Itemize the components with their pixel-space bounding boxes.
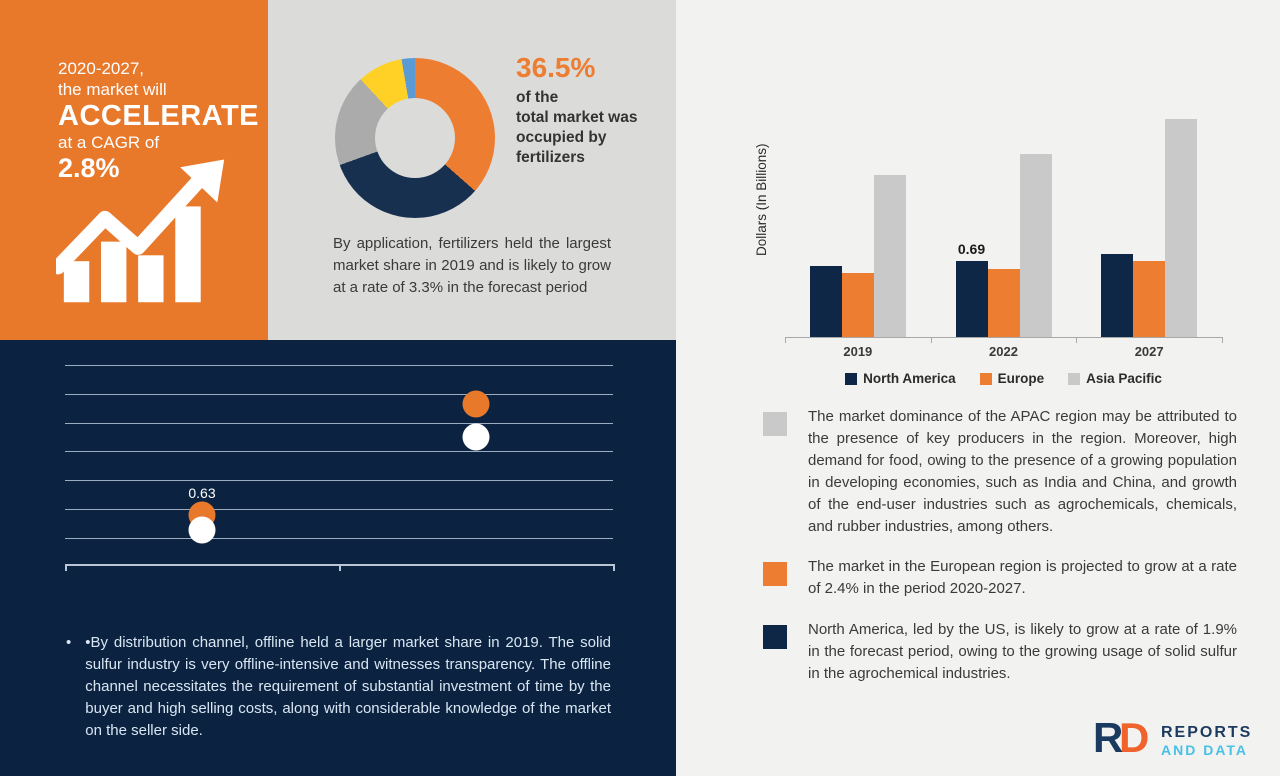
bar-north-america-2019: [809, 265, 842, 337]
gridline: [65, 537, 613, 539]
gridline: [65, 451, 613, 453]
logo-name-bottom: AND DATA: [1161, 742, 1249, 758]
reports-and-data-logo: R D REPORTS AND DATA: [1093, 714, 1253, 762]
bar-north-america-2027: [1101, 253, 1134, 337]
dot-axis-tick: [613, 564, 615, 571]
bar-axis-tick: [930, 337, 932, 343]
cagr-line4: at a CAGR of: [58, 133, 160, 152]
gridline: [65, 422, 613, 424]
dot-2018-offline: [462, 423, 490, 451]
bar-group-2019: [809, 174, 906, 337]
legend-label: North America: [863, 371, 956, 386]
bar-group-2027: [1101, 119, 1198, 337]
cagr-value: 2.8%: [58, 153, 120, 183]
dot-value-label: 0.63: [188, 485, 216, 502]
cagr-period: 2020-2027,: [58, 59, 145, 78]
bar-xlabel-2022: 2022: [989, 344, 1018, 359]
distribution-dot-plot: 0.63: [65, 350, 615, 571]
note-north-america: North America, led by the US, is likely …: [763, 619, 1237, 685]
bar-asia-pacific-2027: [1165, 119, 1198, 337]
bar-xlabel-2027: 2027: [1134, 344, 1164, 359]
gridline: [65, 480, 613, 482]
cagr-panel: 2020-2027, the market will ACCELERATE at…: [0, 0, 268, 340]
distribution-panel: 0.63 OnlineOffline 20182027 • •By distri…: [0, 340, 678, 776]
distribution-note: • •By distribution channel, offline held…: [66, 632, 611, 742]
note-asia-pacific-text: The market dominance of the APAC region …: [808, 408, 1237, 535]
bar-value-label: 0.69: [957, 241, 986, 258]
bar-north-america-2022: 0.69: [955, 241, 988, 337]
note-europe: The market in the European region is pro…: [763, 556, 1237, 600]
bar-asia-pacific-2022: [1019, 154, 1052, 337]
gridline: [65, 509, 613, 510]
legend-marker-icon: [1068, 372, 1081, 385]
bar-europe-2019: [841, 273, 874, 337]
growth-chart-icon: [56, 159, 225, 303]
cagr-highlight: ACCELERATE: [58, 100, 260, 132]
application-donut-chart: [335, 58, 495, 218]
bar-chart-xlabels: 2019 2022 2027: [785, 344, 1222, 360]
asia-pacific-marker: [763, 412, 787, 436]
regional-bar-chart: 0.69: [785, 107, 1223, 343]
bar-axis-tick: [1076, 337, 1078, 343]
bar-group-2022: 0.69: [955, 154, 1052, 337]
dot-axis-tick: [339, 564, 341, 571]
fertilizers-stat: 36.5%: [516, 52, 596, 83]
fertilizers-stat-block: 36.5% of the total market was occupied b…: [516, 52, 666, 168]
bar-europe-2027: [1133, 261, 1166, 337]
bar-chart-legend: North America Europe Asia Pacific: [785, 371, 1222, 386]
distribution-note-text: •By distribution channel, offline held a…: [85, 634, 611, 739]
bullet-icon: •: [66, 634, 72, 651]
note-north-america-text: North America, led by the US, is likely …: [808, 621, 1237, 682]
fertilizers-stat-caption: of the total market was occupied by fert…: [516, 88, 666, 168]
note-asia-pacific: The market dominance of the APAC region …: [763, 406, 1237, 538]
legend-item-north-america: North America: [845, 371, 956, 386]
legend-label: Asia Pacific: [1086, 371, 1162, 386]
dot-2027-offline: [462, 390, 490, 418]
logo-letter-r: R: [1093, 714, 1124, 761]
regional-panel: Dollars (In Billions) 0.69 2019 2022 2027 …: [676, 0, 1280, 776]
bar-xlabel-2019: 2019: [843, 344, 873, 359]
stat-caption-line: fertilizers: [516, 149, 585, 166]
europe-marker: [763, 562, 787, 586]
logo-wordmark: REPORTS AND DATA: [1161, 724, 1253, 758]
note-europe-text: The market in the European region is pro…: [808, 558, 1237, 597]
logo-name-top: REPORTS: [1161, 724, 1253, 741]
stat-caption-line: occupied by: [516, 129, 607, 146]
cagr-text-block: 2020-2027, the market will ACCELERATE at…: [58, 58, 259, 183]
legend-label: Europe: [997, 371, 1045, 386]
north-america-marker: [763, 625, 787, 649]
gridline: [65, 393, 613, 395]
dot-2018-online: [188, 516, 216, 544]
legend-marker-icon: [845, 372, 858, 385]
bar-europe-2022: [987, 269, 1020, 337]
gridline: [65, 365, 613, 366]
logo-mark-icon: R D: [1093, 714, 1155, 762]
legend-item-asia-pacific: Asia Pacific: [1068, 371, 1162, 386]
bar-axis-tick: [1222, 337, 1223, 343]
bar-chart-ylabel: Dollars (In Billions): [754, 143, 769, 256]
bar-axis-tick: [785, 337, 786, 343]
stat-caption-line: total market was: [516, 109, 638, 126]
logo-letter-d: D: [1119, 714, 1150, 761]
fertilizers-paragraph: By application, fertilizers held the lar…: [333, 235, 611, 296]
stat-caption-line: of the: [516, 89, 559, 106]
dot-axis-tick: [65, 564, 67, 571]
cagr-line2: the market will: [58, 80, 167, 99]
legend-item-europe: Europe: [979, 371, 1045, 386]
fertilizers-panel: 36.5% of the total market was occupied b…: [268, 0, 676, 340]
bar-asia-pacific-2019: [873, 174, 906, 337]
legend-marker-icon: [979, 372, 992, 385]
